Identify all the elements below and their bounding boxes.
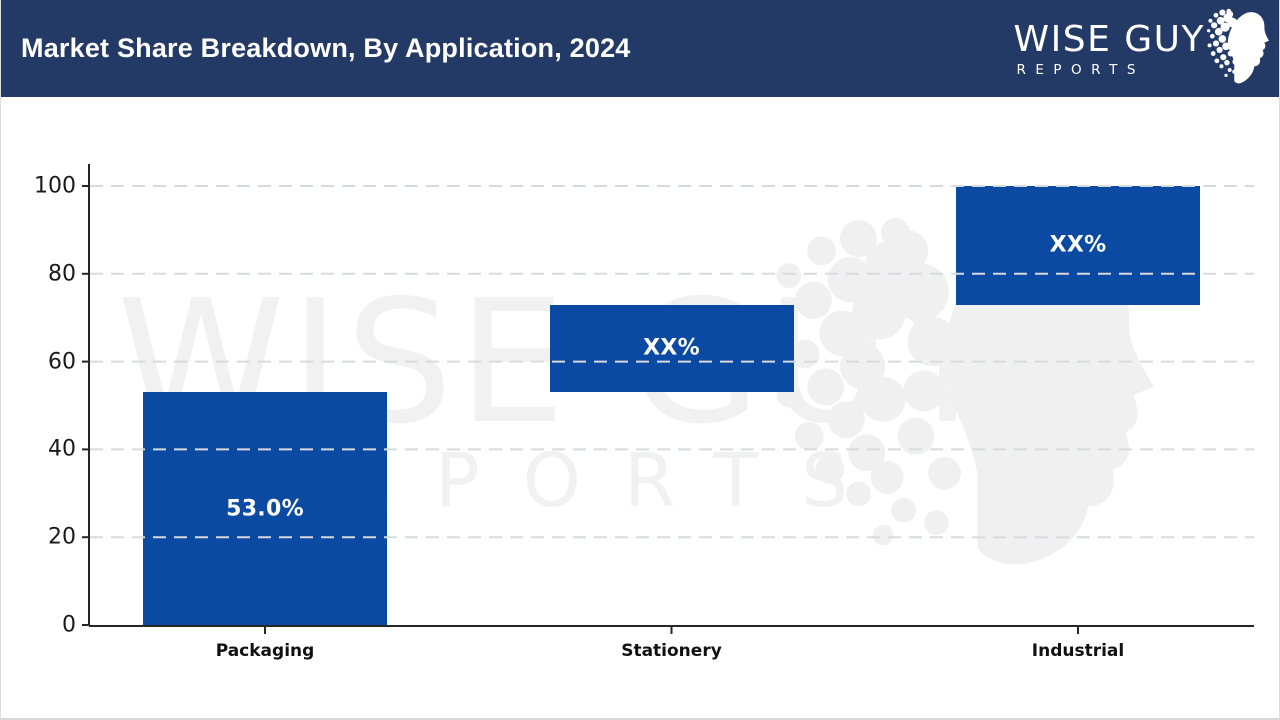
y-tick-label: 100 bbox=[34, 173, 76, 199]
logo-head-icon bbox=[1207, 8, 1269, 84]
y-tick-label: 80 bbox=[48, 261, 76, 287]
x-tick-label-industrial: Industrial bbox=[1031, 641, 1125, 661]
x-tick-label-packaging: Packaging bbox=[215, 641, 315, 661]
bar-value-label: 53.0% bbox=[226, 496, 304, 522]
y-tick-label: 0 bbox=[62, 612, 76, 638]
watermark-head-dots-icon bbox=[770, 218, 1154, 565]
wise-guy-reports-logo: WISE GUY REPORTS bbox=[1013, 6, 1269, 92]
bar-value-label: XX% bbox=[1049, 232, 1107, 258]
bar-packaging bbox=[143, 392, 387, 625]
logo-wiseguy-label: WISE GUY bbox=[1013, 18, 1205, 60]
y-tick-label: 60 bbox=[48, 349, 76, 375]
page-title: Market Share Breakdown, By Application, … bbox=[21, 33, 631, 63]
bar-value-label: XX% bbox=[643, 335, 700, 361]
x-tick-label-stationery: Stationery bbox=[621, 641, 722, 661]
bar-industrial bbox=[956, 186, 1200, 305]
header-bar: Market Share Breakdown, By Application, … bbox=[1, 0, 1279, 97]
logo-reports-label: REPORTS bbox=[1016, 61, 1145, 78]
y-tick-label: 40 bbox=[48, 436, 76, 462]
y-tick-label: 20 bbox=[48, 524, 76, 550]
bar-stationery bbox=[549, 304, 794, 393]
logo-text: WISE GUY REPORTS bbox=[1013, 18, 1206, 78]
